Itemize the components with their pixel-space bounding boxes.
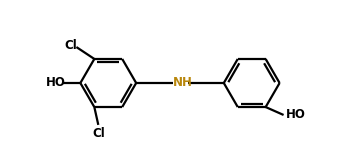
Text: HO: HO [286,108,305,121]
Text: HO: HO [46,77,65,89]
Text: Cl: Cl [65,39,77,52]
Text: NH: NH [173,77,193,89]
Text: Cl: Cl [92,127,105,140]
